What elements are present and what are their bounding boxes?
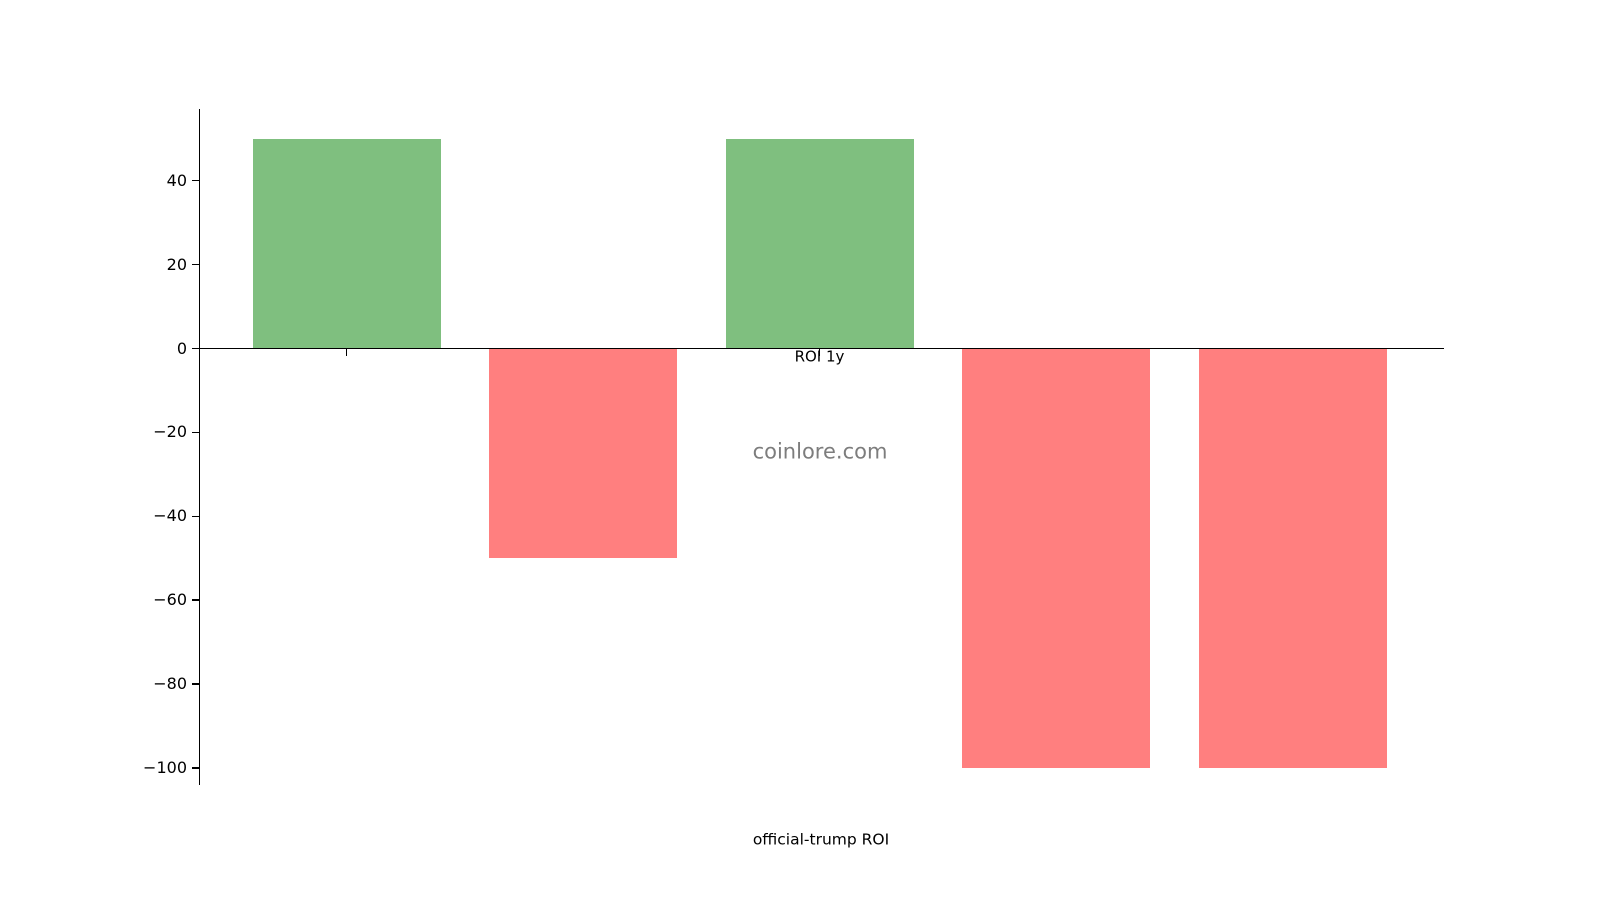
y-tick-mark bbox=[192, 180, 199, 182]
y-tick-label: −80 bbox=[153, 673, 187, 693]
y-tick-label: 40 bbox=[166, 170, 187, 190]
bar bbox=[1198, 348, 1387, 768]
y-tick-label: −40 bbox=[153, 506, 187, 526]
y-tick-mark bbox=[192, 599, 199, 601]
bar bbox=[962, 348, 1150, 768]
y-tick-label: −60 bbox=[153, 590, 187, 610]
watermark: coinlore.com bbox=[752, 439, 888, 464]
y-tick-label: 0 bbox=[176, 338, 187, 358]
bar bbox=[489, 348, 677, 559]
y-tick-label: −100 bbox=[143, 757, 187, 777]
bar bbox=[252, 138, 441, 349]
bar bbox=[725, 138, 914, 349]
x-tick-mark bbox=[818, 349, 821, 356]
x-axis-zero-line bbox=[198, 347, 1444, 350]
y-tick-label: 20 bbox=[166, 254, 187, 274]
y-tick-mark bbox=[192, 767, 199, 769]
y-tick-label: −20 bbox=[153, 422, 187, 442]
y-tick-mark bbox=[192, 263, 199, 266]
y-tick-mark bbox=[192, 347, 199, 350]
y-tick-mark bbox=[192, 683, 199, 685]
y-tick-mark bbox=[192, 515, 199, 517]
y-tick-mark bbox=[192, 431, 199, 434]
x-tick-mark bbox=[345, 349, 348, 356]
x-axis-label: official-trump ROI bbox=[752, 830, 890, 849]
y-axis-spine bbox=[198, 109, 200, 785]
x-tick-label: ROI 1y bbox=[794, 347, 845, 366]
